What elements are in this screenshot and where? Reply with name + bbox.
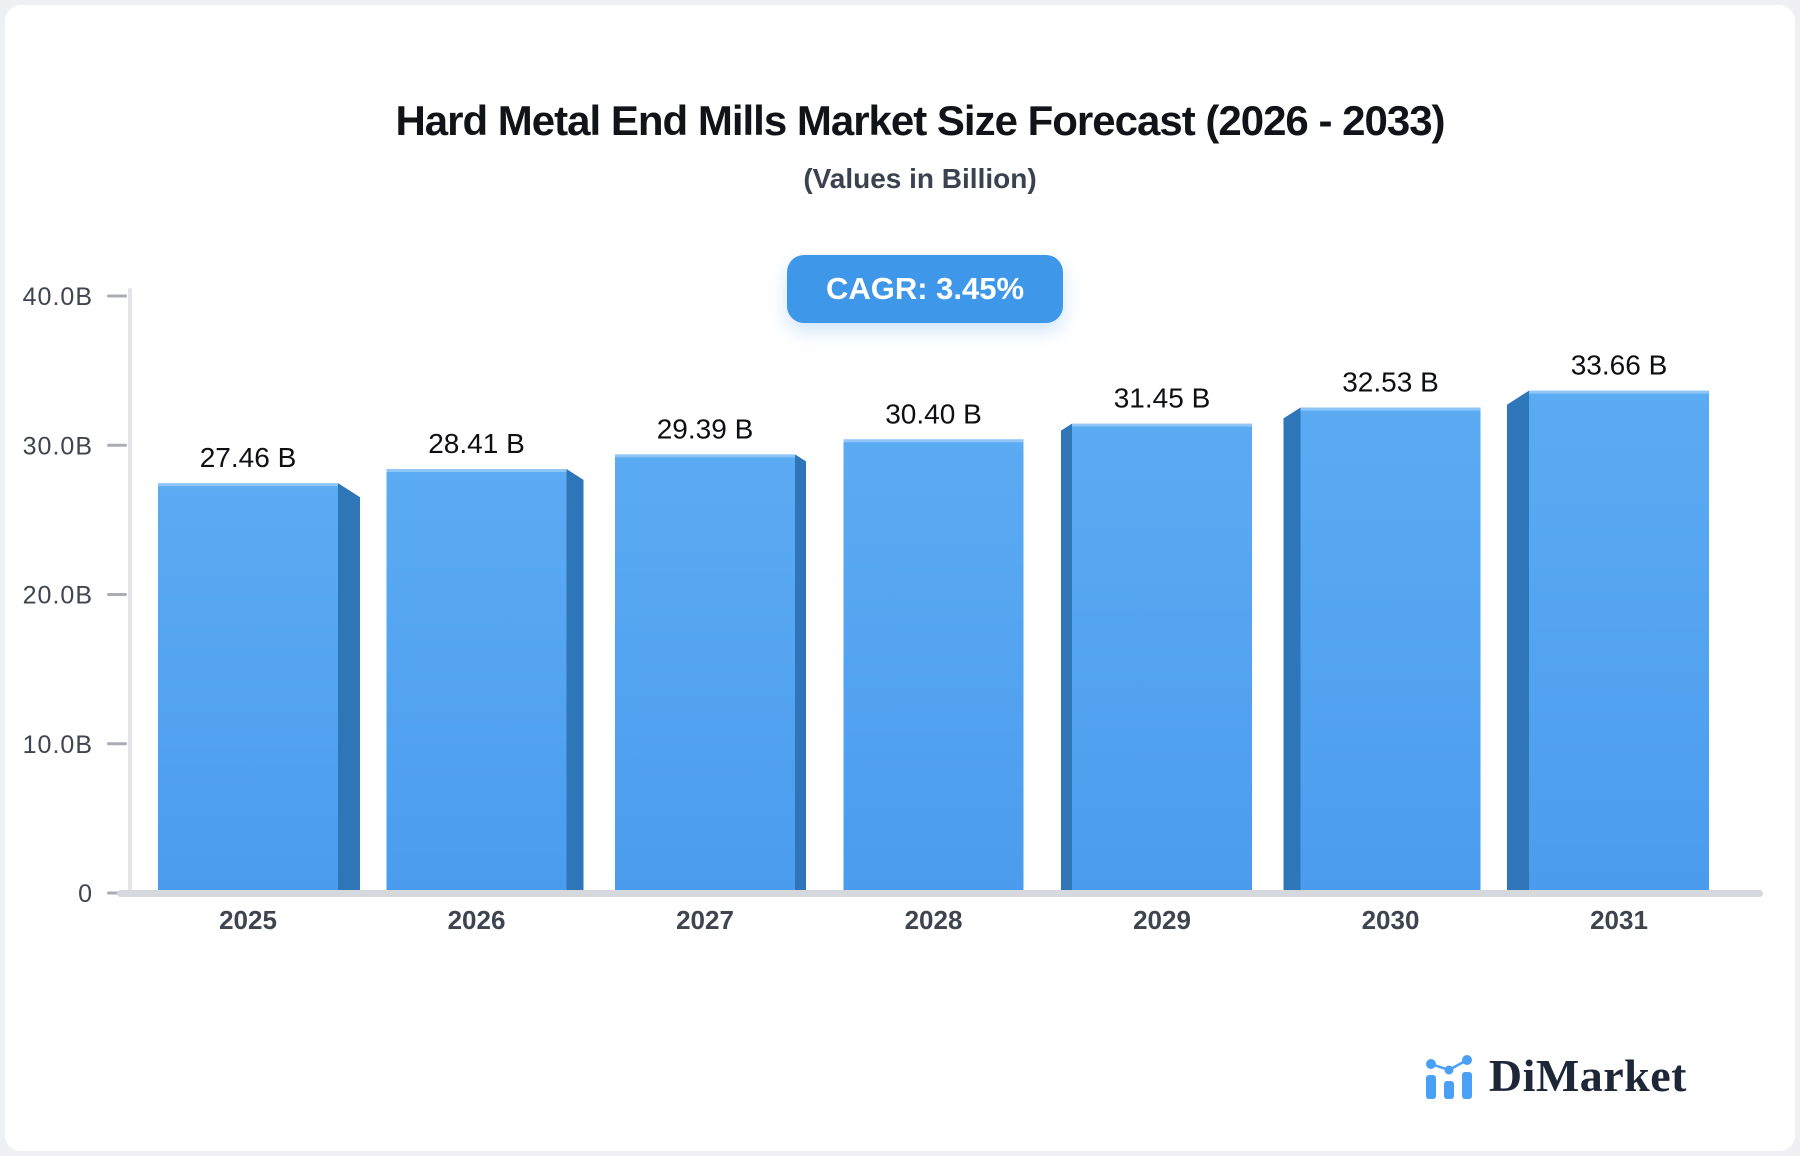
- bar-top-highlight-2029: [1072, 423, 1252, 427]
- x-tick-label-2025: 2025: [219, 905, 277, 935]
- chart-subtitle: (Values in Billion): [803, 163, 1037, 194]
- cagr-badge-label: CAGR: 3.45%: [825, 271, 1025, 306]
- x-axis-line: [117, 890, 1763, 897]
- value-label-2025: 27.46 B: [200, 442, 297, 473]
- x-tick-label-2026: 2026: [448, 905, 506, 935]
- y-tick-dash-40: [107, 294, 127, 298]
- bar-face-2029: [1072, 423, 1252, 893]
- y-tick-label-20: 20.0B: [23, 582, 93, 610]
- bar-top-highlight-2028: [843, 439, 1024, 443]
- y-tick-label-0: 0: [78, 880, 93, 908]
- dimarket-logo-text: DiMarket: [1488, 1050, 1687, 1101]
- cagr-badge: CAGR: 3.45%: [787, 255, 1063, 323]
- bar-side-2029: [1061, 423, 1072, 893]
- bar-group-2026: 28.41 B 2026: [386, 428, 584, 935]
- x-tick-label-2031: 2031: [1590, 905, 1648, 935]
- dimarket-logo: DiMarket: [1423, 1049, 1687, 1099]
- chart-card: Hard Metal End Mills Market Size Forecas…: [5, 5, 1795, 1151]
- bar-top-highlight-2031: [1529, 390, 1709, 394]
- y-tick-label-30: 30.0B: [23, 432, 93, 460]
- bar-side-2027: [795, 454, 806, 893]
- y-tick-dash-30: [107, 443, 127, 447]
- bar-top-highlight-2026: [386, 468, 567, 472]
- value-label-2028: 30.40 B: [885, 398, 982, 429]
- bar-group-2031: 33.66 B 2031: [1507, 350, 1709, 935]
- bar-top-highlight-2025: [158, 483, 338, 487]
- x-tick-label-2028: 2028: [905, 905, 963, 935]
- y-tick-label-40: 40.0B: [23, 283, 93, 311]
- bar-side-2025: [338, 483, 360, 893]
- logo-mini-bars: [1425, 1072, 1472, 1099]
- bar-side-2030: [1283, 407, 1301, 893]
- x-tick-label-2030: 2030: [1362, 905, 1420, 935]
- value-label-2029: 31.45 B: [1114, 383, 1211, 414]
- value-label-2026: 28.41 B: [428, 428, 525, 459]
- bar-group-2028: 30.40 B 2028: [843, 398, 1024, 935]
- y-axis-line: [128, 288, 132, 895]
- bar-face-2026: [386, 468, 567, 893]
- bar-face-2030: [1300, 407, 1481, 893]
- bar-top-highlight-2030: [1300, 407, 1481, 411]
- dimarket-logo-icon: [1425, 1055, 1472, 1099]
- bar-top-highlight-2027: [615, 454, 795, 458]
- bar-group-2027: 29.39 B 2027: [615, 413, 806, 935]
- bar-group-2030: 32.53 B 2030: [1283, 366, 1481, 935]
- bar-face-2025: [158, 483, 338, 893]
- logo-trend-line: [1425, 1055, 1472, 1075]
- bar-group-2025: 27.46 B 2025: [158, 442, 360, 935]
- bar-face-2027: [615, 454, 795, 893]
- y-tick-dash-20: [107, 593, 127, 596]
- y-tick-dash-10: [107, 742, 127, 746]
- value-label-2027: 29.39 B: [657, 413, 754, 444]
- chart-title: Hard Metal End Mills Market Size Forecas…: [395, 97, 1445, 144]
- value-label-2030: 32.53 B: [1342, 366, 1439, 397]
- x-tick-label-2027: 2027: [676, 905, 734, 935]
- bar-group-2029: 31.45 B 2029: [1061, 383, 1252, 935]
- value-label-2031: 33.66 B: [1571, 350, 1668, 381]
- bar-face-2031: [1529, 390, 1709, 893]
- bar-side-2031: [1507, 390, 1529, 893]
- x-tick-label-2029: 2029: [1133, 905, 1191, 935]
- bar-side-2026: [566, 468, 584, 893]
- y-tick-label-10: 10.0B: [23, 731, 93, 759]
- bar-face-2028: [843, 439, 1024, 893]
